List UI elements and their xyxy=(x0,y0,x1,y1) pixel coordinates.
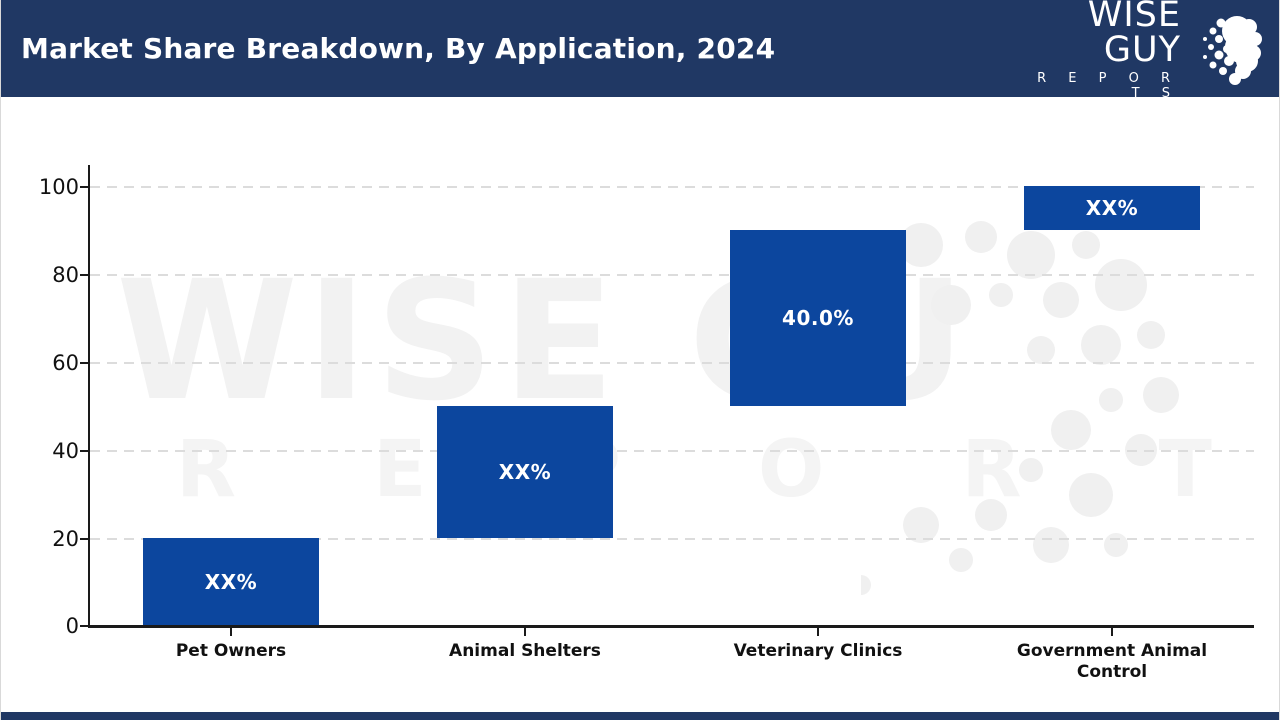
bar: XX% xyxy=(143,538,319,626)
x-tick-mark xyxy=(524,628,526,636)
y-tick-mark xyxy=(80,450,88,452)
y-tick-label: 60 xyxy=(52,351,79,375)
y-tick-mark xyxy=(80,186,88,188)
bar-value-label: XX% xyxy=(498,460,552,484)
y-tick-mark xyxy=(80,274,88,276)
y-tick-mark xyxy=(80,362,88,364)
bar: XX% xyxy=(437,406,613,538)
logo-head-icon xyxy=(1203,16,1262,85)
y-tick-mark xyxy=(80,625,88,627)
x-category-label: Animal Shelters xyxy=(449,641,601,661)
y-tick-label: 100 xyxy=(38,175,79,199)
bar-value-label: XX% xyxy=(204,570,258,594)
grid-line xyxy=(90,362,1254,364)
logo-wordmark: WISE GUY xyxy=(1087,0,1181,70)
header-band: Market Share Breakdown, By Application, … xyxy=(1,0,1279,101)
footer-band xyxy=(1,712,1279,720)
grid-line xyxy=(90,274,1254,276)
page-title: Market Share Breakdown, By Application, … xyxy=(21,32,776,65)
y-tick-label: 80 xyxy=(52,263,79,287)
grid-line xyxy=(90,450,1254,452)
wise-guy-reports-logo: WISE GUY R E P O R T S xyxy=(1023,0,1263,101)
bar: XX% xyxy=(1024,186,1200,230)
bar-value-label: XX% xyxy=(1085,196,1139,220)
y-tick-label: 20 xyxy=(52,527,79,551)
logo-text: WISE GUY R E P O R T S xyxy=(1023,0,1181,101)
y-tick-mark xyxy=(80,538,88,540)
y-tick-label: 40 xyxy=(52,439,79,463)
logo-subtitle: R E P O R T S xyxy=(1037,70,1179,101)
x-category-label: Veterinary Clinics xyxy=(733,641,903,661)
x-category-label: Pet Owners xyxy=(175,641,287,661)
plot-area: 0 20 40 60 80 100 XX% Pet Owners XX% Animal Shelt… xyxy=(1,97,1279,720)
grid-line xyxy=(90,186,1254,188)
y-axis-line xyxy=(88,165,90,627)
grid-line xyxy=(90,538,1254,540)
bar-value-label: 40.0% xyxy=(782,306,854,330)
x-axis-line xyxy=(88,625,1254,628)
y-tick-label: 0 xyxy=(65,614,79,638)
x-category-label: Government Animal Control xyxy=(1016,641,1208,682)
x-tick-mark xyxy=(1111,628,1113,636)
bar: 40.0% xyxy=(730,230,906,406)
x-tick-mark xyxy=(817,628,819,636)
x-tick-mark xyxy=(230,628,232,636)
